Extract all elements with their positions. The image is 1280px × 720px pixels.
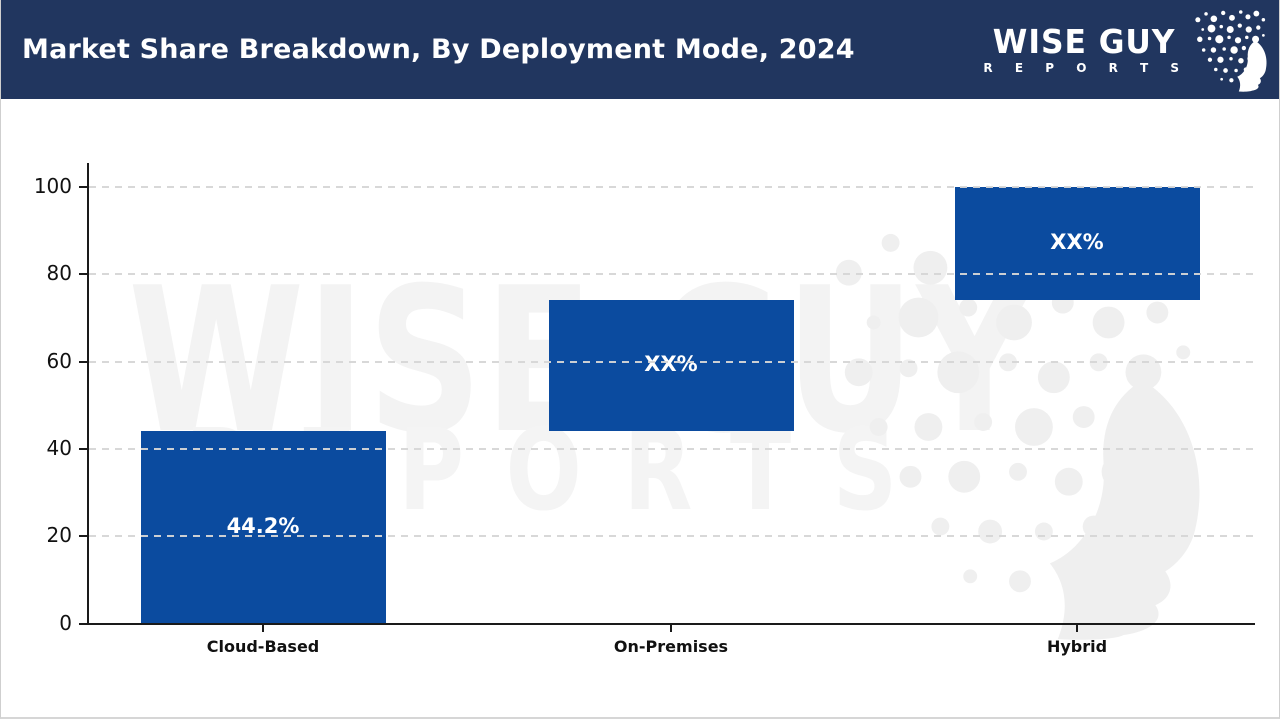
brand-name: WISE GUY: [992, 21, 1176, 61]
y-axis-tick-0: [79, 622, 87, 625]
brand-logo: WISE GUY R E P O R T S: [979, 6, 1270, 94]
gridline-60: [89, 360, 1253, 363]
brand-face-icon: [1192, 8, 1270, 92]
y-axis-line: [87, 163, 89, 625]
bar-hybrid: XX%: [954, 187, 1200, 300]
y-axis-tick-label-100: 100: [33, 174, 72, 198]
bar-on-premises: XX%: [548, 299, 794, 431]
y-axis-tick-label-60: 60: [46, 348, 72, 373]
chart-plot-area: 0 20 40 60 80 100 44.2% Cloud-Based XX% On-Premis…: [0, 99, 1280, 720]
brand-subname: R E P O R T S: [983, 61, 1188, 76]
chart-title: Market Share Breakdown, By Deployment Mo…: [22, 34, 855, 65]
y-axis-tick-20: [79, 535, 87, 538]
y-axis-tick-40: [79, 447, 87, 450]
gridline-20: [89, 535, 1253, 538]
x-axis-category-label-on-premises: On-Premises: [613, 637, 729, 656]
bar-cloud-based: 44.2%: [140, 430, 386, 624]
y-axis-tick-label-20: 20: [46, 523, 72, 548]
x-axis-tick-cloud-based: [262, 625, 264, 632]
x-axis-line: [87, 623, 1255, 625]
x-axis-tick-hybrid: [1076, 625, 1078, 632]
gridline-80: [89, 273, 1253, 276]
y-axis-tick-80: [79, 273, 87, 276]
bar-value-label-cloud-based: 44.2%: [226, 514, 300, 539]
y-axis-tick-label-80: 80: [46, 261, 72, 286]
y-axis-tick-100: [79, 186, 87, 188]
x-axis-category-label-hybrid: Hybrid: [1046, 637, 1108, 656]
y-axis-tick-label-0: 0: [59, 610, 72, 635]
y-axis-tick-label-40: 40: [46, 435, 72, 460]
header-bar: Market Share Breakdown, By Deployment Mo…: [0, 0, 1280, 99]
gridline-100: [89, 186, 1253, 188]
gridline-40: [89, 447, 1253, 450]
brand-logo-text: WISE GUY R E P O R T S: [979, 21, 1188, 76]
y-axis-tick-60: [79, 360, 87, 363]
x-axis-category-label-cloud-based: Cloud-Based: [206, 637, 320, 656]
x-axis-tick-on-premises: [670, 625, 672, 632]
bar-value-label-hybrid: XX%: [1050, 230, 1104, 255]
bar-value-label-on-premises: XX%: [644, 352, 698, 377]
